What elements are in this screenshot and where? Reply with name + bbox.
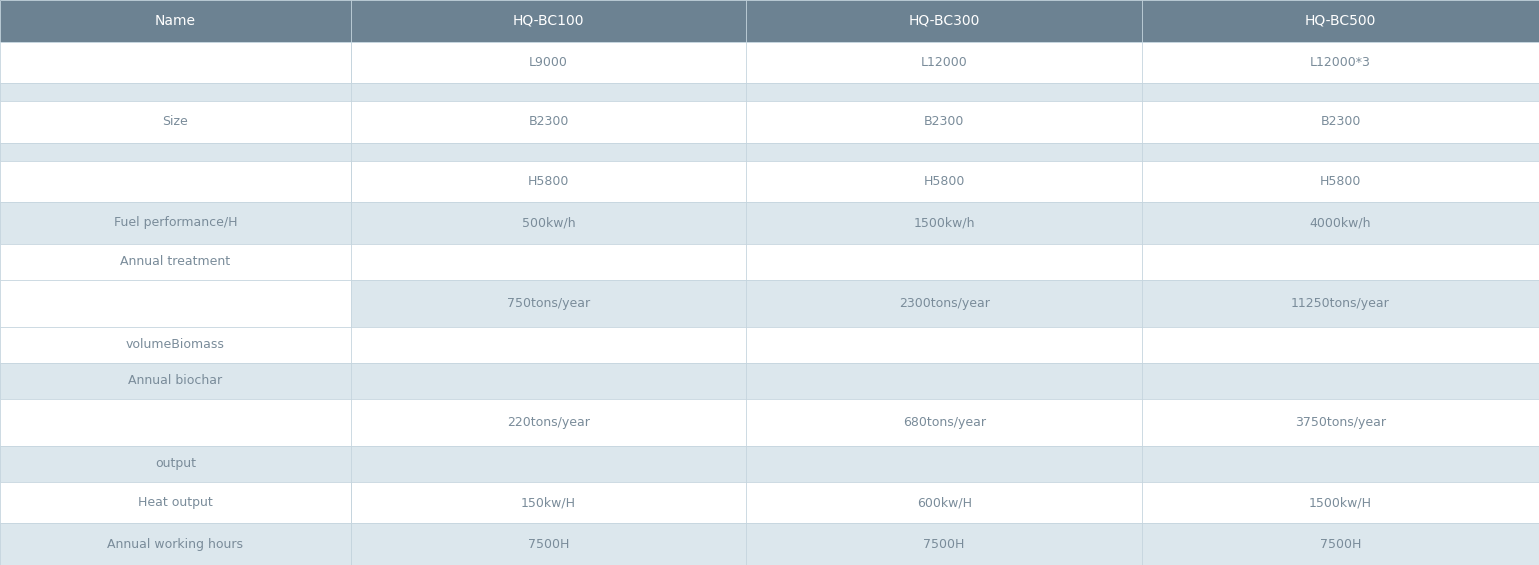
Bar	[1142, 160, 1539, 202]
Text: volumeBiomass: volumeBiomass	[126, 338, 225, 351]
Text: B2300: B2300	[923, 115, 965, 128]
Text: Annual biochar: Annual biochar	[128, 375, 223, 388]
Text: 3750tons/year: 3750tons/year	[1294, 416, 1387, 429]
Bar	[1142, 244, 1539, 280]
Text: 2300tons/year: 2300tons/year	[899, 297, 990, 310]
Text: output: output	[155, 458, 195, 471]
Text: H5800: H5800	[528, 175, 569, 188]
Text: Fuel performance/H: Fuel performance/H	[114, 216, 237, 229]
Text: 500kw/h: 500kw/h	[522, 216, 576, 229]
Text: B2300: B2300	[1320, 115, 1360, 128]
Bar	[351, 244, 746, 280]
Bar	[351, 280, 746, 327]
Text: H5800: H5800	[923, 175, 965, 188]
Bar	[746, 446, 1142, 482]
Text: 4000kw/h: 4000kw/h	[1310, 216, 1371, 229]
Bar	[0, 160, 351, 202]
Bar	[0, 399, 351, 446]
Bar	[351, 327, 746, 363]
Text: Heat output: Heat output	[139, 496, 212, 509]
Bar	[1142, 327, 1539, 363]
Text: 150kw/H: 150kw/H	[522, 496, 576, 509]
Bar	[1142, 482, 1539, 523]
Text: HQ-BC100: HQ-BC100	[512, 14, 585, 28]
Bar	[0, 446, 351, 482]
Text: 7500H: 7500H	[1320, 538, 1360, 551]
Bar	[0, 327, 351, 363]
Bar	[746, 83, 1142, 101]
Text: L9000: L9000	[529, 56, 568, 69]
Bar	[351, 399, 746, 446]
Text: B2300: B2300	[528, 115, 569, 128]
Text: 7500H: 7500H	[528, 538, 569, 551]
Bar	[0, 482, 351, 523]
Bar	[1142, 83, 1539, 101]
Text: H5800: H5800	[1320, 175, 1360, 188]
Bar	[0, 142, 351, 160]
Text: 680tons/year: 680tons/year	[903, 416, 985, 429]
Bar	[1142, 142, 1539, 160]
Bar	[1142, 42, 1539, 83]
Text: 1500kw/h: 1500kw/h	[914, 216, 974, 229]
Bar	[351, 482, 746, 523]
Bar	[0, 0, 351, 42]
Bar	[351, 83, 746, 101]
Text: Annual treatment: Annual treatment	[120, 255, 231, 268]
Bar	[1142, 202, 1539, 244]
Bar	[746, 327, 1142, 363]
Bar	[746, 42, 1142, 83]
Bar	[1142, 523, 1539, 565]
Bar	[746, 101, 1142, 142]
Bar	[351, 446, 746, 482]
Bar	[746, 523, 1142, 565]
Bar	[1142, 0, 1539, 42]
Text: L12000*3: L12000*3	[1310, 56, 1371, 69]
Text: 11250tons/year: 11250tons/year	[1291, 297, 1390, 310]
Text: 600kw/H: 600kw/H	[917, 496, 971, 509]
Text: Annual working hours: Annual working hours	[108, 538, 243, 551]
Bar	[351, 202, 746, 244]
Bar	[746, 482, 1142, 523]
Bar	[1142, 363, 1539, 399]
Bar	[0, 363, 351, 399]
Bar	[351, 0, 746, 42]
Bar	[1142, 101, 1539, 142]
Bar	[1142, 280, 1539, 327]
Bar	[351, 523, 746, 565]
Text: HQ-BC500: HQ-BC500	[1305, 14, 1376, 28]
Text: Name: Name	[155, 14, 195, 28]
Bar	[746, 0, 1142, 42]
Bar	[351, 142, 746, 160]
Bar	[0, 83, 351, 101]
Bar	[0, 244, 351, 280]
Bar	[0, 101, 351, 142]
Bar	[0, 202, 351, 244]
Bar	[746, 244, 1142, 280]
Bar	[351, 101, 746, 142]
Bar	[746, 202, 1142, 244]
Bar	[1142, 446, 1539, 482]
Bar	[0, 42, 351, 83]
Text: 750tons/year: 750tons/year	[506, 297, 591, 310]
Bar	[746, 142, 1142, 160]
Bar	[1142, 399, 1539, 446]
Text: 220tons/year: 220tons/year	[508, 416, 589, 429]
Text: 1500kw/H: 1500kw/H	[1310, 496, 1371, 509]
Bar	[351, 160, 746, 202]
Bar	[746, 363, 1142, 399]
Bar	[746, 160, 1142, 202]
Bar	[746, 399, 1142, 446]
Bar	[351, 42, 746, 83]
Text: HQ-BC300: HQ-BC300	[908, 14, 980, 28]
Text: Size: Size	[163, 115, 188, 128]
Bar	[351, 363, 746, 399]
Text: 7500H: 7500H	[923, 538, 965, 551]
Bar	[0, 523, 351, 565]
Text: L12000: L12000	[920, 56, 968, 69]
Bar	[0, 280, 351, 327]
Bar	[746, 280, 1142, 327]
